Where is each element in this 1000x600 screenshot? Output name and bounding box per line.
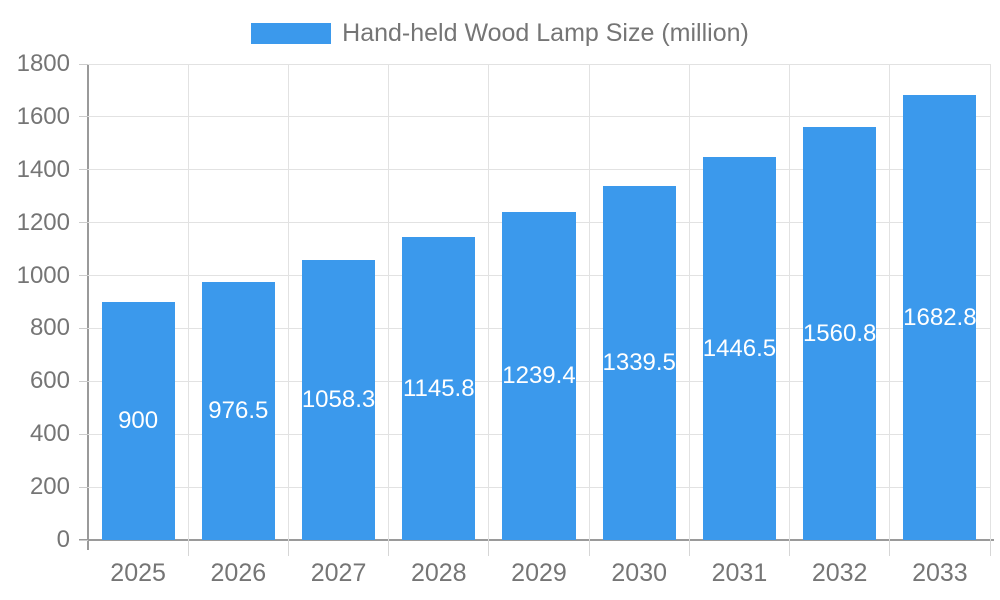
y-axis-label: 600 <box>29 367 70 395</box>
x-axis-label: 2025 <box>110 559 166 587</box>
bar-2029[interactable]: 1239.4 <box>502 212 576 540</box>
y-axis-tick <box>79 539 88 541</box>
x-axis-label: 2028 <box>410 559 467 587</box>
x-axis-label: 2027 <box>310 559 367 587</box>
bar-column: 1446.5 <box>689 64 789 540</box>
y-axis-tick <box>79 116 88 118</box>
x-axis-tick <box>989 540 991 556</box>
x-axis-tick <box>287 540 289 556</box>
bar-value-label: 1682.8 <box>903 303 977 331</box>
gridline-vertical <box>388 64 390 540</box>
bar-2028[interactable]: 1145.8 <box>402 237 476 540</box>
y-axis-label: 0 <box>56 526 70 553</box>
x-axis-line <box>79 539 994 541</box>
gridline-horizontal <box>88 169 990 171</box>
gridline-vertical <box>287 64 289 540</box>
bar-column: 1560.8 <box>790 64 890 540</box>
gridline-vertical <box>789 64 791 540</box>
y-axis-label: 1400 <box>16 155 70 183</box>
y-axis-tick <box>79 486 88 488</box>
x-axis-tick <box>388 540 390 556</box>
bar-column: 1682.8 <box>890 64 990 540</box>
bar-2027[interactable]: 1058.3 <box>302 260 375 540</box>
y-axis-tick <box>79 169 88 171</box>
x-axis-label: 2026 <box>210 559 267 587</box>
x-axis-tick <box>688 540 690 556</box>
gridline-vertical <box>688 64 690 540</box>
bar-2033[interactable]: 1682.8 <box>903 95 977 540</box>
bar-column: 976.5 <box>188 64 288 540</box>
y-axis-tick <box>79 275 88 277</box>
plot-area: 0 200 400 600 800 1000 1200 1400 1600 1800 900 2025… <box>17 52 994 587</box>
x-axis-tick <box>789 540 791 556</box>
legend-label: Hand-held Wood Lamp Size (million) <box>342 19 749 47</box>
gridline-vertical <box>488 64 490 540</box>
gridline-vertical <box>588 64 590 540</box>
bar-value-label: 900 <box>118 407 159 434</box>
x-axis-label: 2031 <box>711 559 768 587</box>
y-axis-label: 1000 <box>16 261 70 289</box>
bar-value-label: 1560.8 <box>802 319 877 347</box>
x-axis-tick <box>588 540 590 556</box>
gridline-horizontal <box>88 116 990 118</box>
bar-2031[interactable]: 1446.5 <box>703 157 776 540</box>
y-axis-tick <box>79 63 88 65</box>
x-axis-tick <box>889 540 891 556</box>
legend-item[interactable]: Hand-held Wood Lamp Size (million) <box>251 20 749 47</box>
gridline-vertical <box>187 64 189 540</box>
chart-legend: Hand-held Wood Lamp Size (million) <box>0 20 1000 47</box>
gridline-vertical <box>989 64 991 540</box>
bar-2026[interactable]: 976.5 <box>201 281 275 540</box>
bar-value-label: 1145.8 <box>402 374 475 402</box>
y-axis-label: 1600 <box>16 102 70 130</box>
x-axis-label: 2033 <box>912 559 968 587</box>
y-axis-label: 400 <box>29 420 70 448</box>
y-axis-tick <box>79 433 88 435</box>
bar-2025[interactable]: 900 <box>101 302 175 540</box>
bar-column: 1239.4 <box>489 64 589 540</box>
x-axis-label: 2029 <box>511 559 567 587</box>
gridline-vertical <box>889 64 891 540</box>
bar-value-label: 1446.5 <box>702 334 777 362</box>
y-axis-line <box>87 64 89 550</box>
x-axis-tick <box>488 540 490 556</box>
bar-value-label: 976.5 <box>208 396 269 424</box>
y-axis-tick <box>79 327 88 329</box>
y-axis-tick <box>79 380 88 382</box>
bar-column: 1058.3 <box>288 64 388 540</box>
y-axis-tick <box>79 222 88 224</box>
bar-value-label: 1239.4 <box>502 362 576 390</box>
legend-swatch <box>251 23 332 44</box>
x-axis-label: 2032 <box>811 559 868 587</box>
bar-2032[interactable]: 1560.8 <box>803 127 876 540</box>
y-axis-label: 800 <box>29 314 70 342</box>
x-axis-label: 2030 <box>611 559 668 587</box>
bar-value-label: 1339.5 <box>602 348 676 376</box>
bar-column: 1339.5 <box>589 64 689 540</box>
y-axis-label: 1200 <box>16 208 70 236</box>
x-axis-tick <box>187 540 189 556</box>
bar-value-label: 1058.3 <box>301 386 376 414</box>
gridline-horizontal <box>88 63 990 65</box>
bar-column: 1145.8 <box>389 64 489 540</box>
bar-column: 900 <box>88 64 188 540</box>
bar-2030[interactable]: 1339.5 <box>602 185 676 540</box>
y-axis-label: 1800 <box>16 50 70 77</box>
y-axis-label: 200 <box>29 473 70 501</box>
